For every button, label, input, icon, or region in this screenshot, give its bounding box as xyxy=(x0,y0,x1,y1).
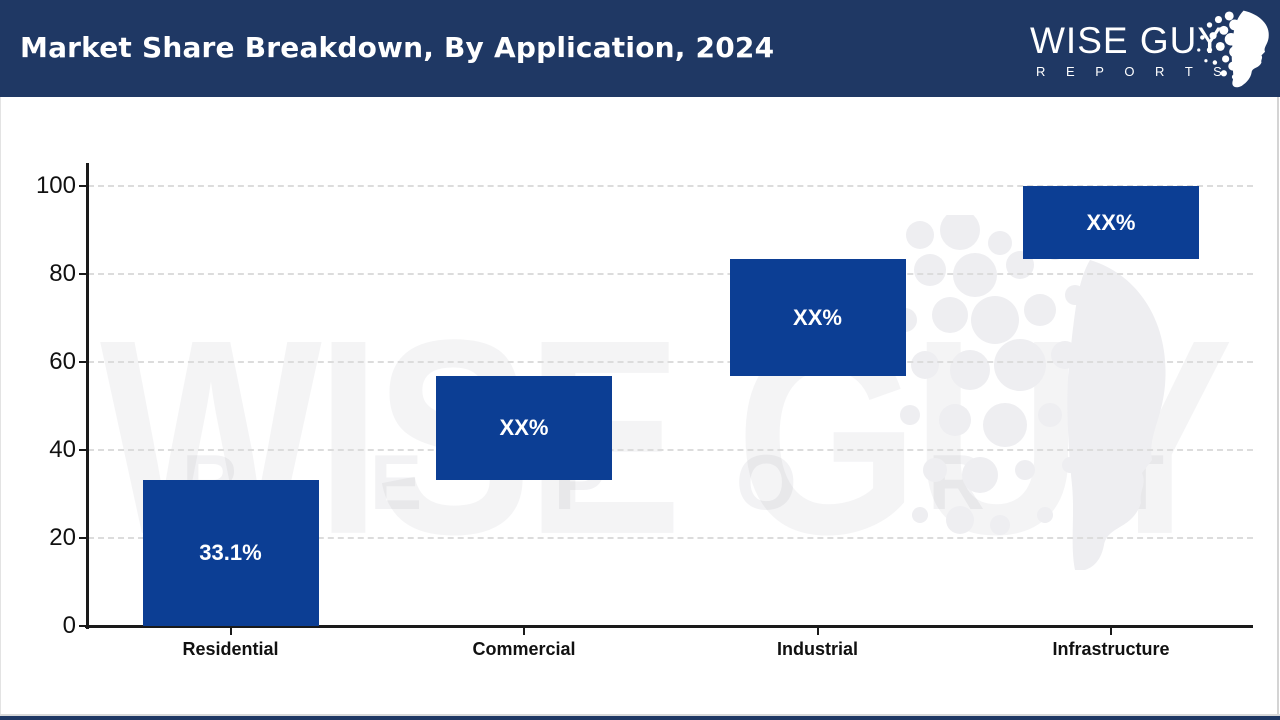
x-tick-infrastructure xyxy=(1110,628,1112,635)
category-label-industrial: Industrial xyxy=(776,639,858,659)
bar-industrial: XX% xyxy=(729,259,906,377)
y-tick-40 xyxy=(79,449,87,451)
bar-value-label-residential: 33.1% xyxy=(199,540,262,566)
gridline-20 xyxy=(88,537,1253,539)
bar-residential: 33.1% xyxy=(142,480,319,626)
y-tick-20 xyxy=(79,537,87,539)
x-tick-commercial xyxy=(523,628,525,635)
y-tick-80 xyxy=(79,273,87,275)
y-tick-label-40: 40 xyxy=(49,436,76,463)
footer-divider xyxy=(0,714,1280,716)
logo-wordmark: WISE GUY xyxy=(1030,20,1224,61)
page-title: Market Share Breakdown, By Application, … xyxy=(20,30,775,64)
gridline-80 xyxy=(88,273,1253,275)
y-tick-60 xyxy=(79,361,87,363)
y-tick-label-100: 100 xyxy=(35,172,76,199)
y-tick-label-20: 20 xyxy=(49,524,76,551)
wise-guy-reports-logo: WISE GUY R E P O R T S xyxy=(1000,6,1270,92)
gridline-100 xyxy=(88,185,1253,187)
category-label-infrastructure: Infrastructure xyxy=(1052,639,1170,659)
x-tick-residential xyxy=(229,628,232,635)
y-tick-label-80: 80 xyxy=(49,260,76,287)
bar-infrastructure: XX% xyxy=(1023,186,1199,260)
y-tick-0 xyxy=(79,625,87,627)
category-label-residential: Residential xyxy=(182,639,279,659)
footer-bar xyxy=(0,716,1280,720)
y-tick-label-0: 0 xyxy=(62,612,76,639)
header-bar: Market Share Breakdown, By Application, … xyxy=(0,0,1280,97)
gridline-60 xyxy=(88,361,1253,363)
y-tick-100 xyxy=(79,185,87,187)
logo-subtitle: R E P O R T S xyxy=(1036,64,1231,79)
x-tick-industrial xyxy=(816,628,819,635)
bar-commercial: XX% xyxy=(436,376,612,481)
y-axis-line xyxy=(86,163,89,629)
bar-value-label-infrastructure: XX% xyxy=(1086,209,1136,235)
gridline-40 xyxy=(88,449,1253,451)
category-label-commercial: Commercial xyxy=(472,639,576,659)
bar-value-label-commercial: XX% xyxy=(499,415,549,441)
bar-value-label-industrial: XX% xyxy=(793,304,842,330)
content-border-right xyxy=(1277,97,1279,716)
y-tick-label-60: 60 xyxy=(49,348,76,375)
watermark-face-dots xyxy=(877,215,1166,570)
content-border-left xyxy=(0,97,1,716)
face-profile-icon xyxy=(1197,10,1269,88)
x-axis-line xyxy=(85,625,1253,628)
